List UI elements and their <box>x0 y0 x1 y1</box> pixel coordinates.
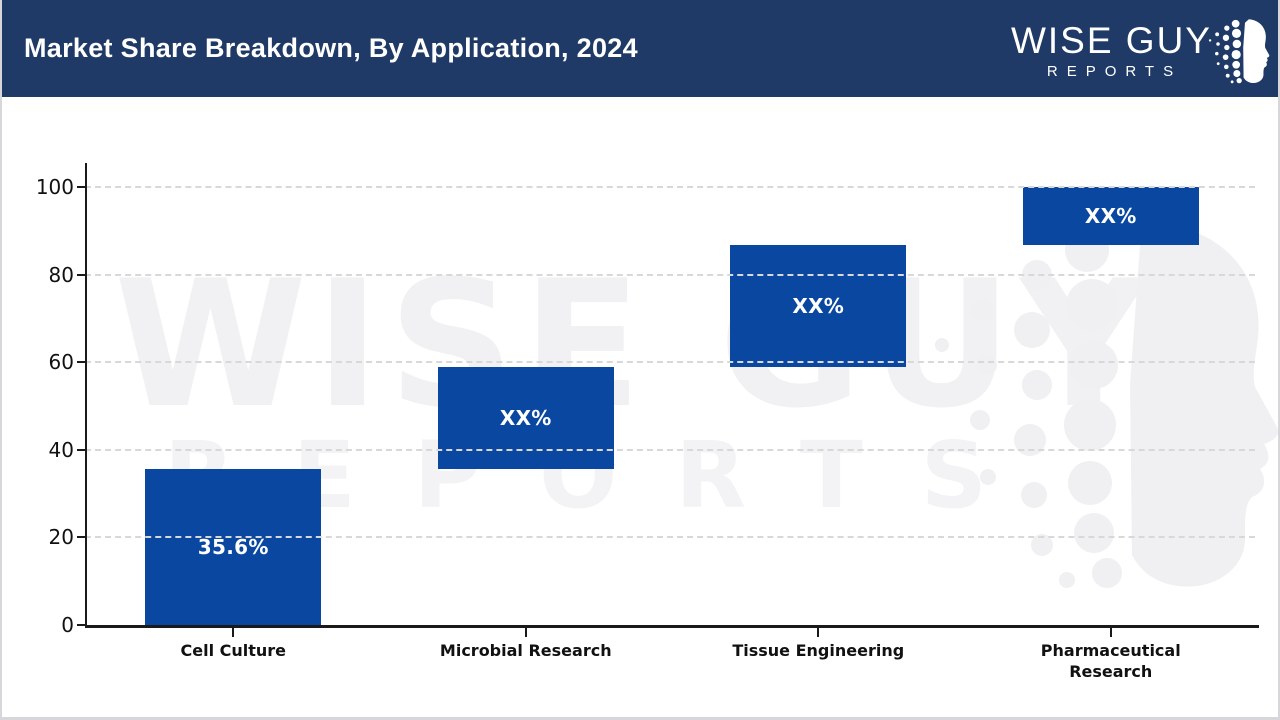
x-tick-tissue-engineering <box>817 628 820 637</box>
gridline-60 <box>85 361 1255 364</box>
bar-tissue-engineering: XX% <box>730 244 907 367</box>
y-tick-label-40: 40 <box>48 437 74 462</box>
y-tick-label-80: 80 <box>48 262 74 287</box>
bar-value-label-cell-culture: 35.6% <box>197 535 269 560</box>
y-tick-100 <box>77 186 85 188</box>
watermark-wiseguy-text: WISE GUY <box>114 244 1156 447</box>
y-tick-label-0: 0 <box>61 613 74 637</box>
y-tick-60 <box>77 361 85 364</box>
x-tick-microbial-research <box>524 628 527 637</box>
brand-name: WISE GUY <box>1010 19 1212 61</box>
brand-logo-text: WISE GUY REPORTS <box>1010 19 1212 80</box>
y-tick-40 <box>77 448 85 451</box>
x-category-label-microbial-research: Microbial Research <box>439 641 612 660</box>
bar-value-label-pharmaceutical-research: XX% <box>1084 203 1137 228</box>
gridline-80 <box>85 273 1255 276</box>
x-category-label-tissue-engineering: Tissue Engineering <box>732 641 905 660</box>
x-category-label-cell-culture: Cell Culture <box>180 641 287 660</box>
bar-cell-culture: 35.6% <box>145 469 322 625</box>
bar-pharmaceutical-research: XX% <box>1022 187 1199 245</box>
chart-title: Market Share Breakdown, By Application, … <box>24 33 638 63</box>
y-tick-0 <box>77 624 85 626</box>
x-category-label-pharmaceutical-research: Pharmaceutical Research <box>1040 641 1181 681</box>
bar-microbial-research: XX% <box>437 366 614 470</box>
bar-value-label-tissue-engineering: XX% <box>792 293 845 318</box>
y-tick-label-20: 20 <box>48 525 74 550</box>
x-tick-pharmaceutical-research <box>1109 628 1112 637</box>
y-tick-label-60: 60 <box>48 350 74 375</box>
gridline-20 <box>85 536 1255 539</box>
y-tick-20 <box>77 536 85 539</box>
header-bar: Market Share Breakdown, By Application, … <box>2 0 1278 97</box>
x-tick-cell-culture <box>232 628 235 637</box>
x-axis-line <box>85 625 1259 628</box>
brand-subtitle: REPORTS <box>1046 62 1183 80</box>
y-axis-line <box>85 163 87 628</box>
brand-logo: WISE GUY REPORTS <box>1011 6 1270 94</box>
bar-value-label-microbial-research: XX% <box>499 405 552 430</box>
gridline-40 <box>85 448 1255 451</box>
y-tick-80 <box>77 273 85 276</box>
gridline-100 <box>85 186 1255 188</box>
y-tick-label-100: 100 <box>35 175 74 199</box>
brand-head-icon <box>1208 19 1270 84</box>
